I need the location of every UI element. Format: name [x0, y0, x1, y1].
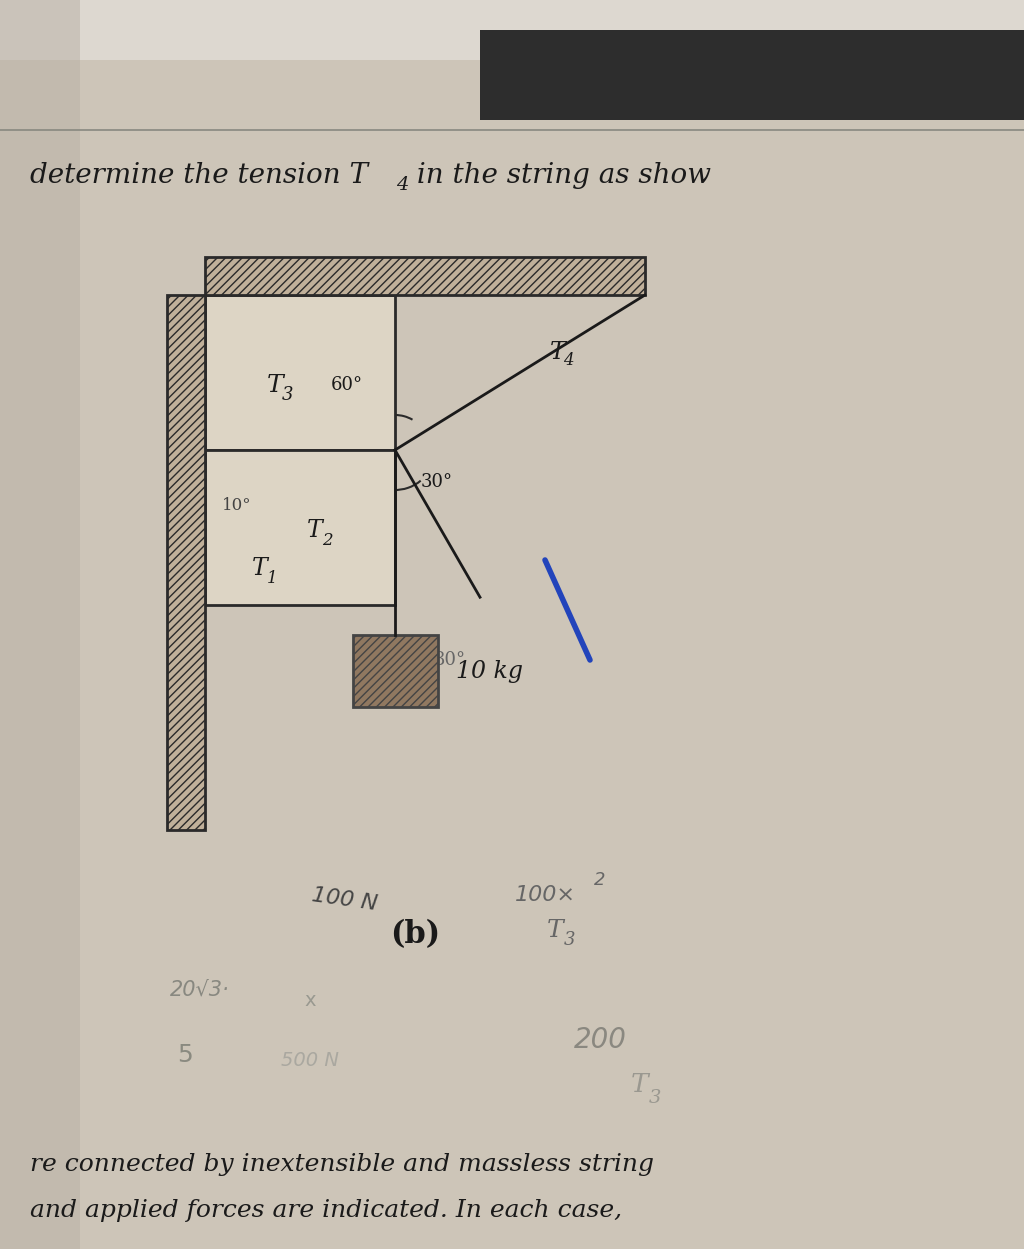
- Text: 60°: 60°: [331, 376, 364, 393]
- Text: T: T: [550, 341, 565, 363]
- Text: T: T: [266, 373, 284, 396]
- Text: 500 N: 500 N: [281, 1050, 339, 1069]
- Text: 2: 2: [594, 871, 606, 889]
- Text: 30°: 30°: [421, 473, 453, 491]
- Bar: [0, 0, 80, 1249]
- Text: 3: 3: [649, 1089, 662, 1107]
- Text: 100 N: 100 N: [311, 886, 379, 914]
- Bar: [205, 450, 395, 605]
- Text: x: x: [304, 990, 315, 1009]
- Bar: [480, 30, 1024, 120]
- Text: in the string as show: in the string as show: [408, 161, 711, 189]
- Text: 200: 200: [573, 1025, 627, 1054]
- Bar: [167, 295, 205, 831]
- Text: 4: 4: [563, 352, 573, 368]
- Text: (b): (b): [390, 919, 440, 950]
- Bar: [205, 257, 645, 295]
- Text: determine the tension T: determine the tension T: [30, 161, 368, 189]
- Bar: [205, 295, 395, 450]
- Text: 2: 2: [322, 532, 333, 548]
- Text: 20√3·: 20√3·: [170, 980, 229, 1000]
- Text: 10°: 10°: [222, 497, 252, 513]
- Text: 3: 3: [283, 386, 294, 403]
- Text: 1: 1: [266, 570, 278, 587]
- Text: 30°: 30°: [434, 651, 466, 669]
- Text: NEWTON'S LAWS OF M: NEWTON'S LAWS OF M: [601, 66, 1010, 97]
- Text: 4: 4: [396, 176, 409, 194]
- Text: T: T: [307, 518, 323, 542]
- Text: T: T: [631, 1073, 649, 1098]
- Text: and applied forces are indicated. In each case,: and applied forces are indicated. In eac…: [30, 1199, 623, 1222]
- Text: T: T: [252, 557, 268, 580]
- Text: 100×: 100×: [514, 886, 575, 906]
- Text: 3: 3: [564, 931, 575, 949]
- Bar: [353, 634, 438, 707]
- Text: T: T: [547, 918, 563, 942]
- Text: 10 kg: 10 kg: [456, 659, 523, 682]
- Text: 5: 5: [177, 1043, 193, 1067]
- Bar: [0, 0, 1024, 200]
- Text: re connected by inextensible and massless string: re connected by inextensible and massles…: [30, 1154, 654, 1177]
